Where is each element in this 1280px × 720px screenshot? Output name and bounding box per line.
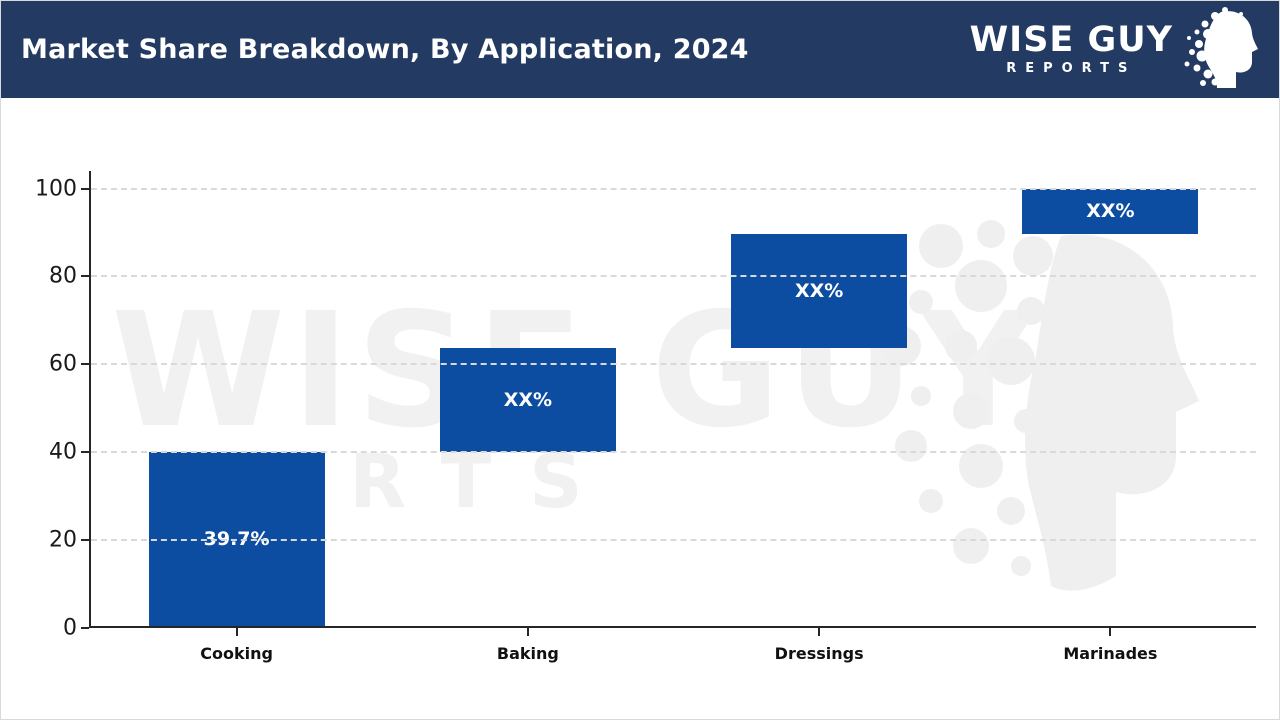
x-axis-label-baking: Baking [496, 644, 559, 663]
bar-value-label: XX% [794, 280, 844, 303]
bar-dressings: XX% [731, 234, 908, 349]
bar-marinades: XX% [1022, 188, 1199, 235]
header-bar: Market Share Breakdown, By Application, … [1, 1, 1279, 98]
gridline-40 [91, 451, 1256, 454]
bar-value-label: XX% [1086, 200, 1135, 223]
wiseguy-logo-text: WISE GUY REPORTS [969, 20, 1173, 77]
y-axis-label-60: 60 [49, 351, 77, 377]
wiseguy-face-icon [1175, 6, 1261, 94]
x-axis-tick [818, 628, 821, 636]
bar-baking: XX% [439, 348, 616, 453]
y-axis-label-100: 100 [35, 176, 77, 202]
x-axis-tick [1109, 628, 1112, 636]
y-axis-label-80: 80 [49, 263, 77, 289]
y-axis-label-40: 40 [49, 439, 77, 465]
y-axis-label-0: 0 [63, 615, 77, 641]
gridline-20 [91, 539, 1256, 542]
gridline-80 [91, 275, 1256, 278]
x-axis-label-dressings: Dressings [774, 644, 864, 663]
y-axis-tick [81, 539, 89, 542]
plot-area: 39.7% Cooking XX% Baking XX% Dressings XX% Mari… [35, 171, 1256, 663]
gridline-100 [91, 187, 1256, 190]
watermark-face-dots-icon [861, 216, 1201, 600]
y-axis-tick [81, 275, 89, 278]
x-axis-label-cooking: Cooking [200, 644, 273, 663]
bar-value-label: XX% [503, 389, 553, 412]
logo-wordmark: WISE GUY [969, 20, 1173, 60]
x-axis-tick [235, 628, 238, 636]
y-axis-tick [81, 627, 89, 629]
x-axis-tick [526, 628, 529, 636]
gridline-60 [91, 363, 1256, 366]
logo-subtitle: REPORTS [1006, 61, 1137, 76]
x-axis-label-marinades: Marinades [1063, 644, 1158, 663]
y-axis-label-20: 20 [49, 527, 77, 553]
chart-title: Market Share Breakdown, By Application, … [21, 34, 749, 65]
y-axis-tick [81, 363, 89, 366]
y-axis-tick [81, 451, 89, 454]
y-axis-tick [81, 187, 89, 190]
wiseguy-logo: WISE GUY REPORTS [970, 6, 1261, 94]
